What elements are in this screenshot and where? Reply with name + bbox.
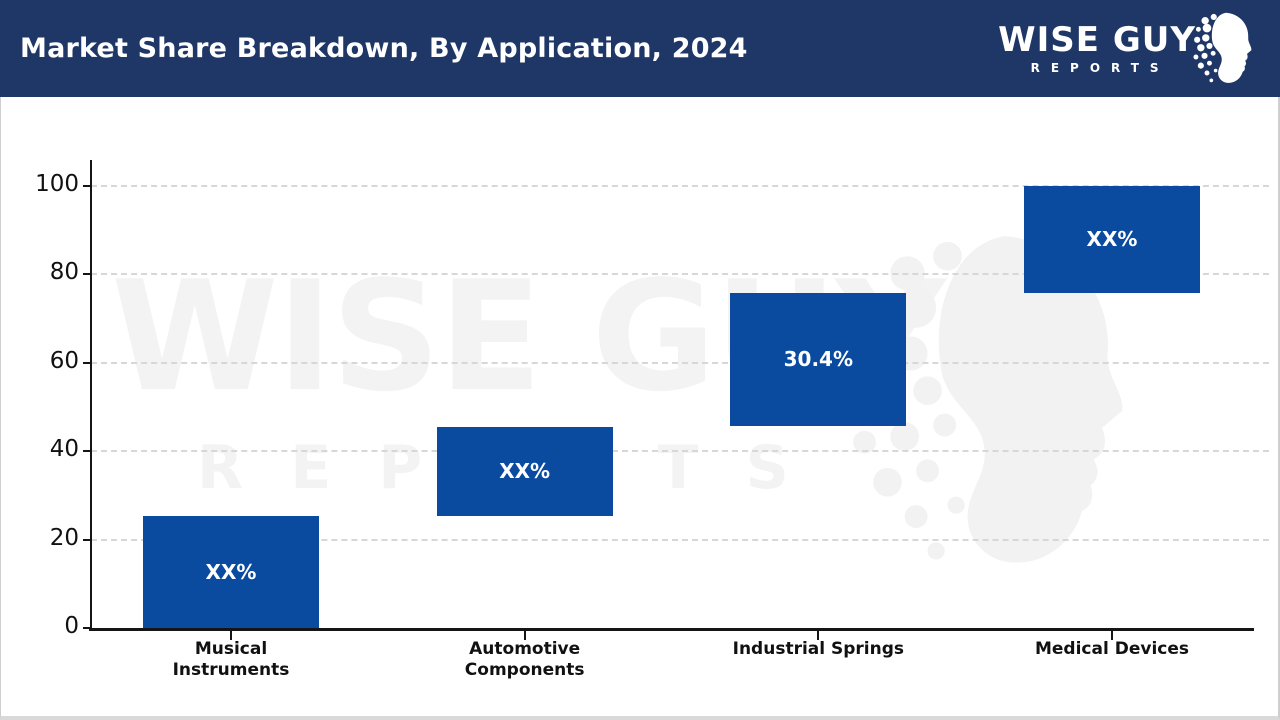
y-tick-label: 0	[64, 613, 79, 639]
wise-guy-logo: WISE GUY REPORTS	[998, 9, 1254, 89]
bar: XX%	[1024, 186, 1200, 293]
gridline	[91, 450, 1269, 453]
bar: XX%	[143, 516, 319, 628]
y-tick-label: 80	[49, 259, 79, 286]
bar-value-label: XX%	[499, 459, 551, 484]
y-tick-label: 100	[35, 171, 79, 197]
y-tick-mark	[83, 538, 91, 541]
y-tick-label: 20	[49, 524, 79, 551]
y-tick-mark	[83, 185, 91, 187]
header-bar: Market Share Breakdown, By Application, …	[0, 0, 1280, 97]
y-tick-mark	[83, 361, 91, 364]
x-axis-label-line: Components	[464, 660, 585, 681]
bar: 30.4%	[730, 292, 907, 427]
logo-sub-text: REPORTS	[1030, 60, 1170, 75]
x-tick-mark	[523, 631, 526, 640]
y-tick-mark	[83, 273, 91, 276]
logo-text: WISE GUY REPORTS	[998, 23, 1196, 75]
x-axis-label-line: Instruments	[172, 660, 290, 681]
bar-value-label: XX%	[205, 560, 257, 585]
x-tick-mark	[230, 631, 232, 640]
bar-value-label: XX%	[1086, 227, 1138, 252]
x-axis-label: Medical Devices	[962, 639, 1262, 660]
x-tick-mark	[1111, 631, 1113, 640]
dotted-head-icon	[1192, 9, 1254, 89]
x-axis-label-line: Industrial Springs	[732, 639, 905, 659]
y-tick-mark	[83, 627, 91, 629]
x-axis-label-line: Medical Devices	[1034, 639, 1189, 659]
gridline	[91, 185, 1269, 187]
x-axis	[89, 628, 1254, 631]
plot: 0 20 40 60 80 100 XX% Musical Instruments XX% Auto…	[1, 97, 1278, 716]
page-title: Market Share Breakdown, By Application, …	[20, 33, 748, 64]
bar-value-label: 30.4%	[783, 347, 854, 372]
y-axis	[90, 160, 92, 628]
y-tick-label: 60	[49, 347, 79, 374]
y-tick-mark	[83, 450, 91, 453]
x-axis-label-line: Automotive	[469, 639, 581, 659]
x-axis-label: Automotive Components	[375, 639, 675, 682]
x-axis-label: Industrial Springs	[668, 639, 968, 660]
gridline	[91, 361, 1269, 364]
y-tick-label: 40	[49, 436, 79, 463]
gridline	[91, 273, 1269, 276]
bar: XX%	[436, 426, 613, 516]
chart-area: WISE GUY REPORTS 020406080100XX%MusicalI…	[0, 97, 1280, 720]
x-axis-label-line: Musical	[194, 639, 268, 659]
gridline	[91, 538, 1269, 541]
logo-brand-text: WISE GUY	[998, 19, 1196, 60]
x-axis-label: Musical Instruments	[81, 639, 381, 682]
x-tick-mark	[817, 631, 820, 640]
